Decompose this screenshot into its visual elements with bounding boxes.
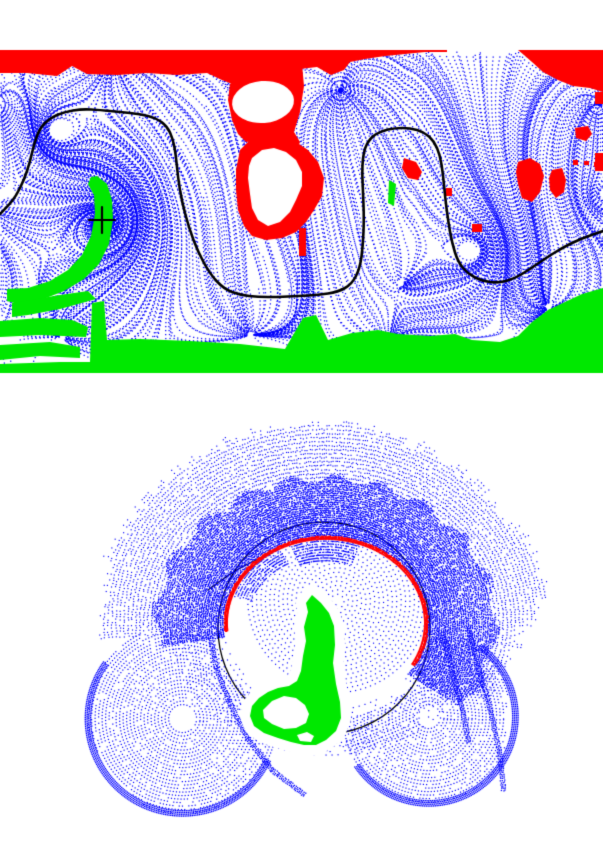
figure-page — [0, 0, 603, 841]
figure-canvas — [0, 0, 603, 841]
two-panel-flow-figure — [0, 0, 603, 841]
